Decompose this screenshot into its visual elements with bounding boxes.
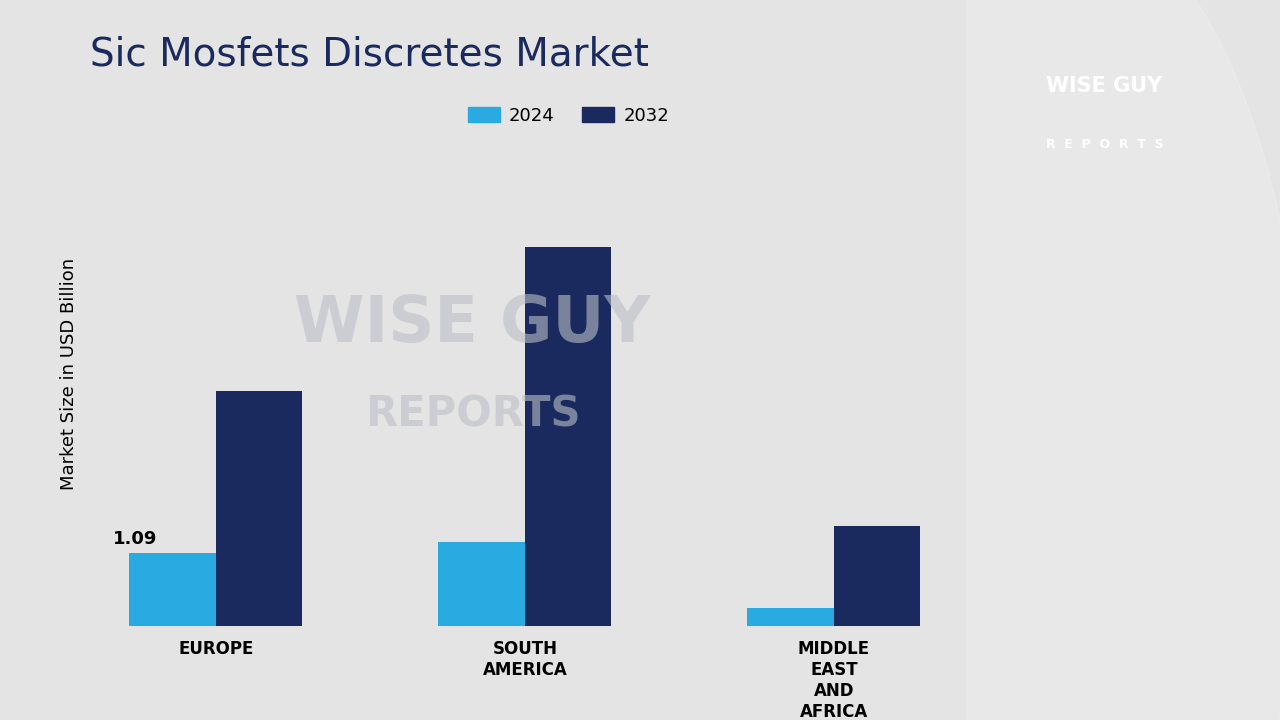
Text: 1.09: 1.09 <box>113 530 157 548</box>
Bar <box>525 247 612 626</box>
Text: WISE GUY: WISE GUY <box>294 293 652 355</box>
Legend: 2024, 2032: 2024, 2032 <box>462 102 675 130</box>
Bar <box>833 526 920 626</box>
Bar <box>438 542 525 626</box>
Text: Sic Mosfets Discretes Market: Sic Mosfets Discretes Market <box>90 36 649 74</box>
Bar <box>129 553 216 626</box>
Bar <box>216 391 302 626</box>
Y-axis label: Market Size in USD Billion: Market Size in USD Billion <box>60 258 78 490</box>
Text: REPORTS: REPORTS <box>365 394 580 436</box>
Text: WISE GUY: WISE GUY <box>1046 76 1162 96</box>
Circle shape <box>815 0 1280 720</box>
Bar <box>748 608 833 626</box>
Text: R  E  P  O  R  T  S: R E P O R T S <box>1046 138 1164 150</box>
